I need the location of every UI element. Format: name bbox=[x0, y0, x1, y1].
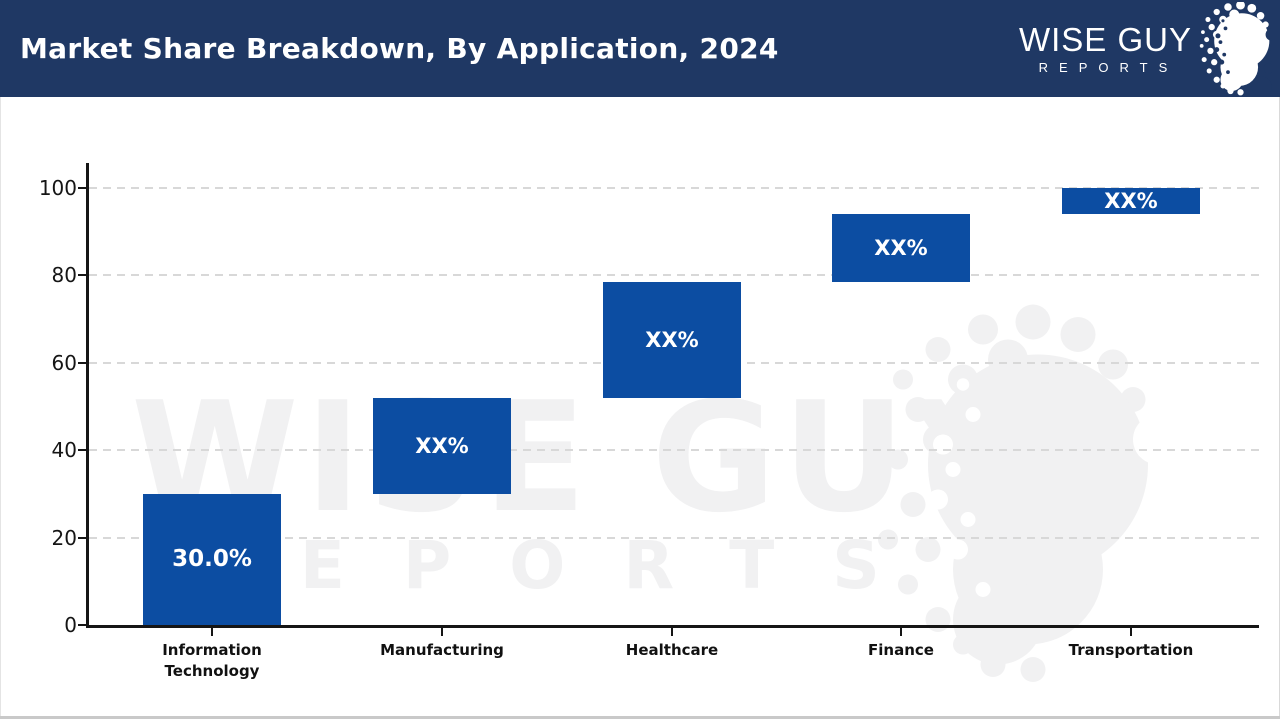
gridline-100 bbox=[89, 186, 1259, 189]
y-axis-spine bbox=[86, 163, 89, 628]
wiseguy-logo: WISE GUY REPORTS bbox=[1019, 2, 1280, 96]
x-tick-5 bbox=[1130, 628, 1132, 636]
y-tick-label-40: 40 bbox=[51, 438, 77, 462]
gridline-80 bbox=[89, 274, 1259, 276]
y-tick-label-20: 20 bbox=[51, 525, 77, 550]
y-tick-label-0: 0 bbox=[64, 613, 77, 637]
y-tick-100 bbox=[78, 186, 86, 189]
y-tick-20 bbox=[78, 536, 86, 539]
chart-canvas: WISE GUY REPORTS 0 20 40 60 80 100 30.0% Inform… bbox=[0, 97, 1280, 717]
x-tick-1 bbox=[211, 628, 213, 636]
logo-subtitle: REPORTS bbox=[1038, 59, 1179, 75]
bar-1: 30.0% bbox=[143, 493, 281, 625]
bottom-border bbox=[0, 716, 1280, 719]
bar-2: XX% bbox=[373, 397, 511, 494]
bar-value-label-4: XX% bbox=[874, 235, 928, 260]
y-tick-80 bbox=[78, 274, 86, 276]
logo-text: WISE GUY REPORTS bbox=[1018, 20, 1192, 75]
wiseguy-head-icon bbox=[1194, 2, 1272, 96]
category-label-4: Finance bbox=[868, 641, 934, 659]
watermark-subtitle: REPORTS bbox=[191, 527, 938, 604]
bar-4: XX% bbox=[832, 213, 970, 282]
y-tick-label-100: 100 bbox=[38, 175, 77, 200]
header-bar: Market Share Breakdown, By Application, … bbox=[0, 0, 1280, 97]
bar-value-label-5: XX% bbox=[1104, 188, 1158, 213]
bar-value-label-2: XX% bbox=[415, 433, 469, 458]
category-label-5: Transportation bbox=[1068, 641, 1194, 659]
category-label-1: Information Technology bbox=[162, 641, 262, 680]
page-title: Market Share Breakdown, By Application, … bbox=[20, 32, 779, 65]
category-label-2: Manufacturing bbox=[380, 641, 504, 659]
x-tick-2 bbox=[441, 628, 443, 636]
gridline-40 bbox=[89, 449, 1259, 451]
logo-wordmark: WISE GUY bbox=[1018, 20, 1192, 58]
y-tick-label-80: 80 bbox=[51, 263, 77, 287]
bar-3: XX% bbox=[603, 281, 741, 398]
y-tick-60 bbox=[78, 361, 86, 364]
category-label-3: Healthcare bbox=[625, 641, 719, 659]
x-tick-3 bbox=[671, 628, 673, 636]
x-axis-spine bbox=[86, 625, 1259, 628]
y-tick-40 bbox=[78, 449, 86, 451]
y-tick-0 bbox=[78, 624, 86, 626]
x-tick-4 bbox=[900, 628, 902, 636]
gridline-20 bbox=[89, 536, 1259, 539]
y-tick-label-60: 60 bbox=[51, 350, 77, 375]
bar-value-label-3: XX% bbox=[645, 327, 699, 352]
bar-5: XX% bbox=[1062, 187, 1200, 214]
bar-value-label-1: 30.0% bbox=[172, 546, 252, 573]
